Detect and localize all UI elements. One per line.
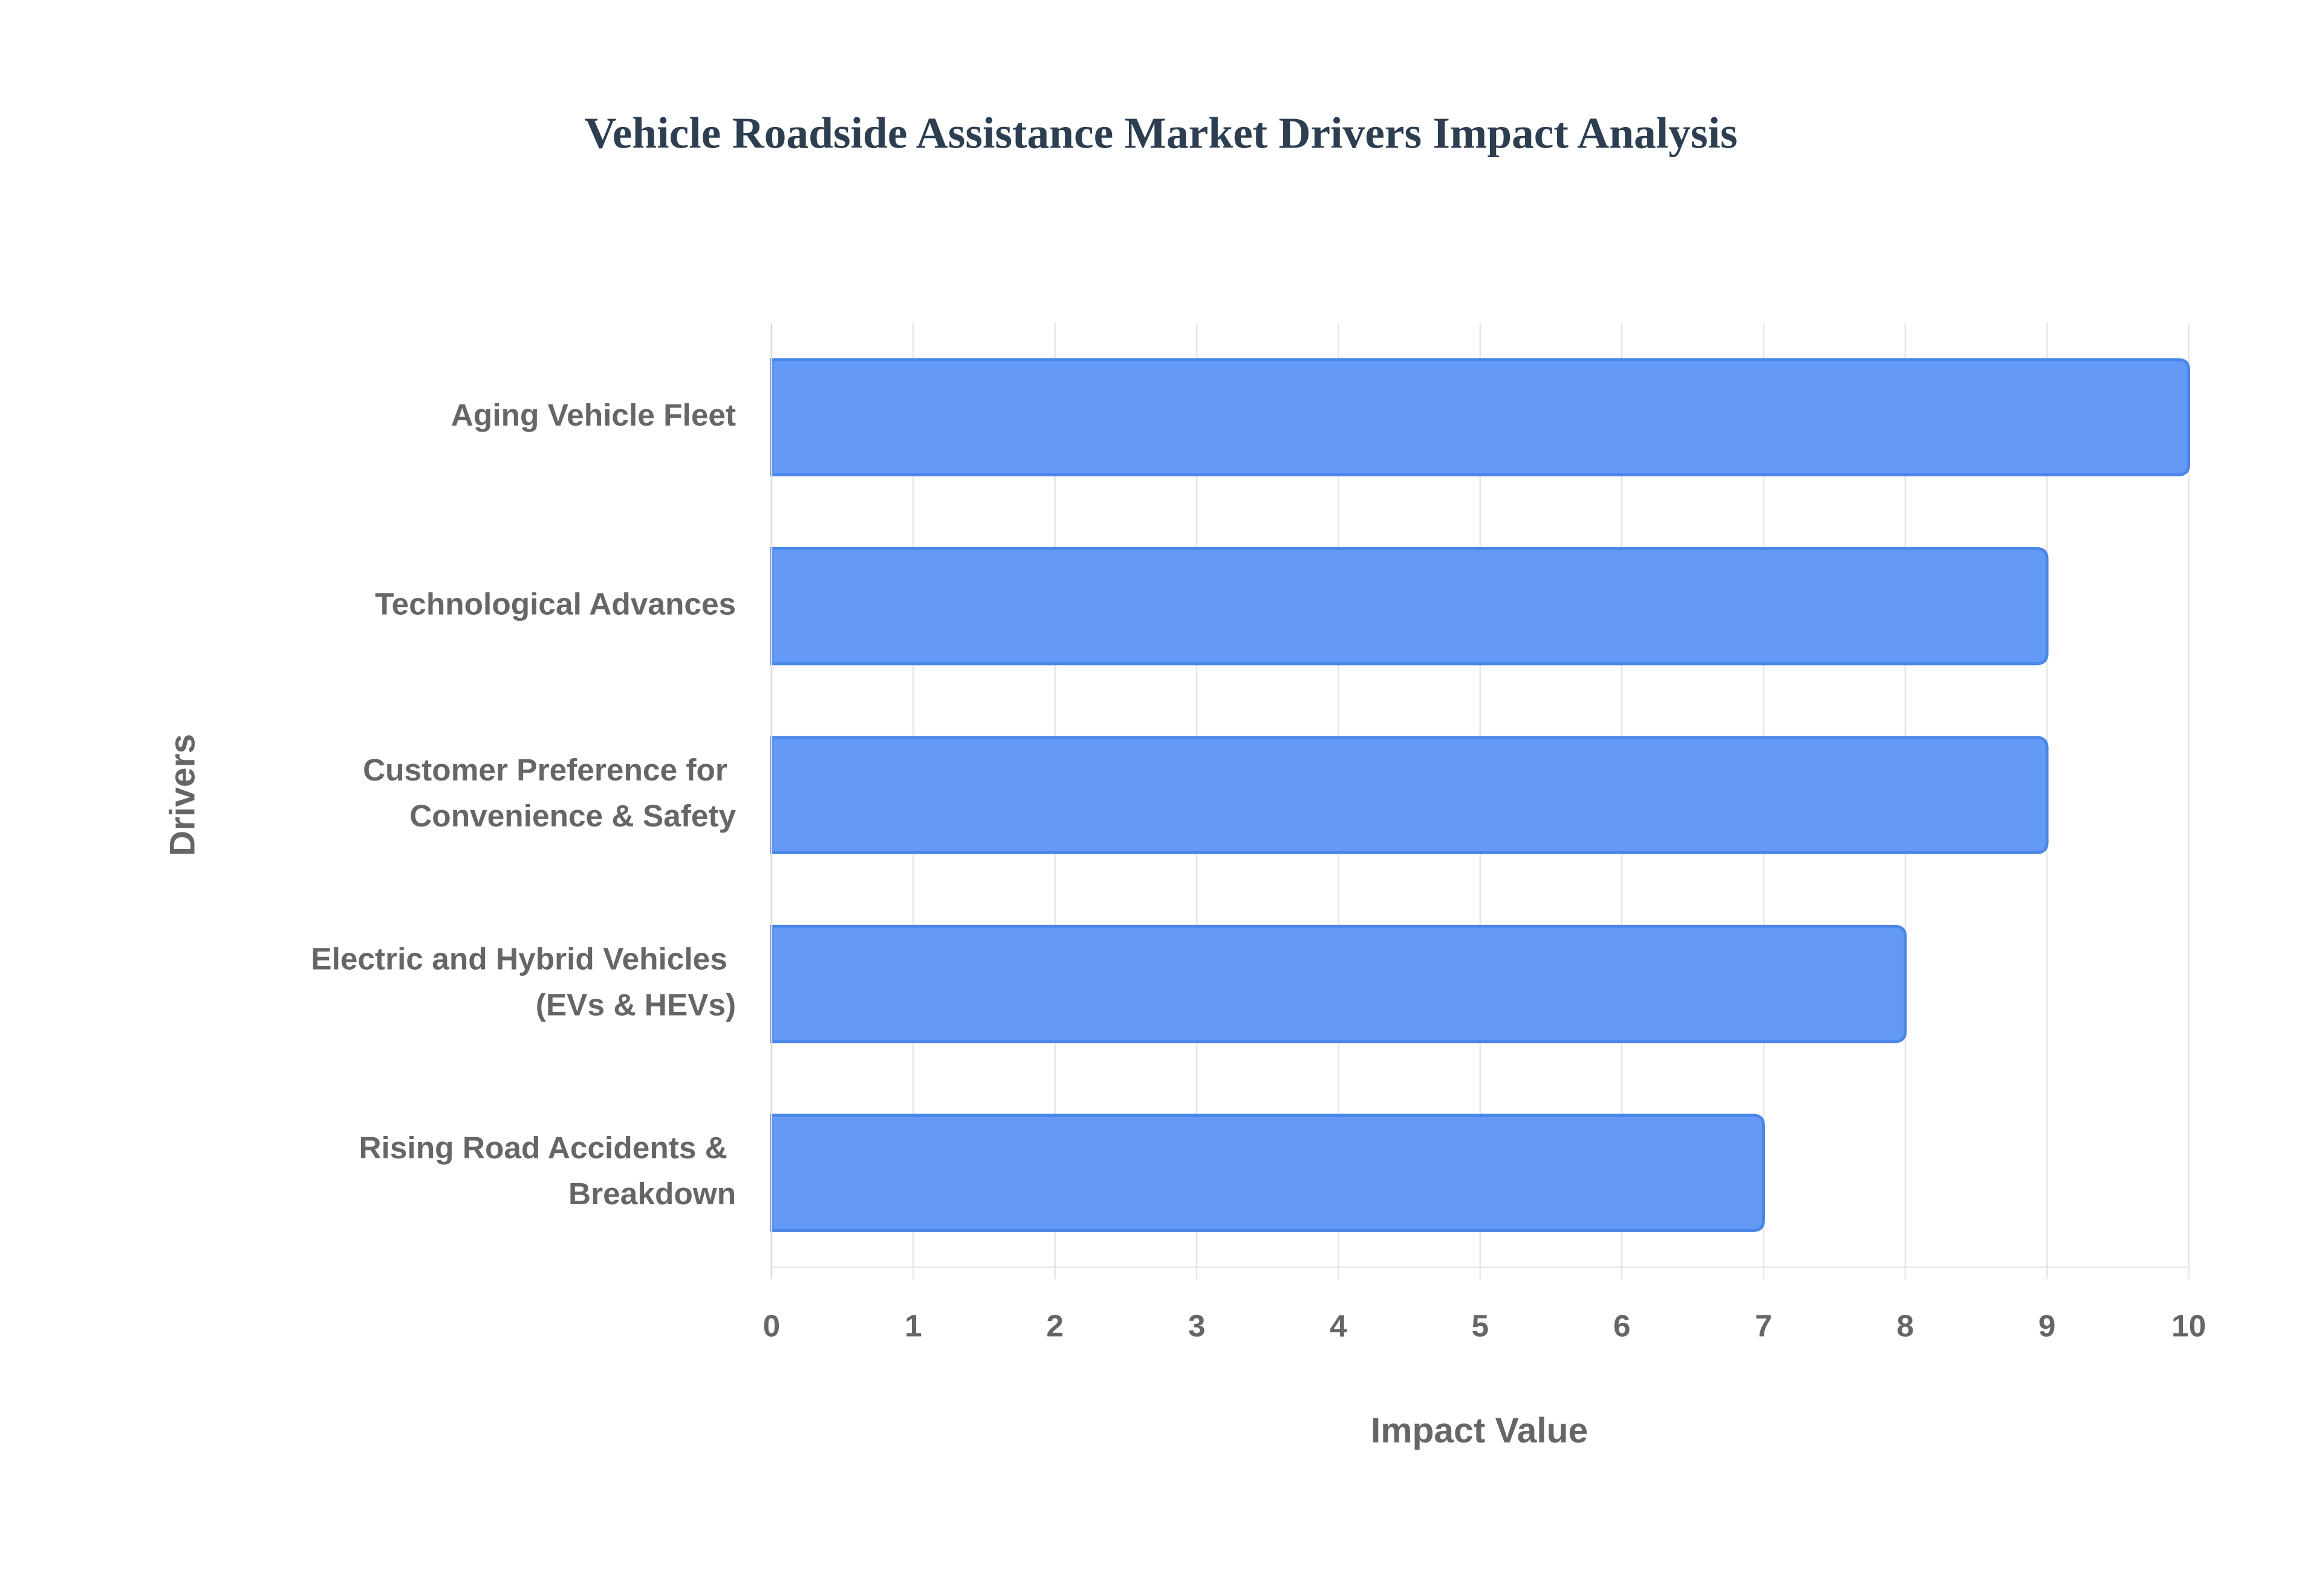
bar xyxy=(770,1114,1765,1232)
bar xyxy=(770,547,2049,666)
y-tick-label: Aging Vehicle Fleet xyxy=(451,397,736,432)
x-tick-label: 10 xyxy=(2171,1308,2206,1343)
x-tick-label: 7 xyxy=(1755,1308,1772,1343)
bar xyxy=(770,924,1907,1043)
y-tick-label: Customer Preference for Convenience & Sa… xyxy=(363,752,736,833)
x-tick-label: 8 xyxy=(1897,1308,1914,1343)
y-tick-label: Electric and Hybrid Vehicles (EVs & HEVs… xyxy=(311,941,736,1022)
x-tick-label: 2 xyxy=(1046,1308,1064,1343)
x-tick-label: 3 xyxy=(1188,1308,1206,1343)
x-tick-label: 9 xyxy=(2038,1308,2056,1343)
x-tick-label: 0 xyxy=(763,1308,781,1343)
x-tick-label: 4 xyxy=(1330,1308,1347,1343)
x-axis-title: Impact Value xyxy=(1371,1411,1588,1450)
y-axis-title: Drivers xyxy=(163,734,203,857)
chart-title: Vehicle Roadside Assistance Market Drive… xyxy=(585,109,1738,158)
x-tick-label: 5 xyxy=(1471,1308,1489,1343)
bar xyxy=(770,358,2191,476)
y-tick-label: Technological Advances xyxy=(375,586,736,621)
bar xyxy=(770,736,2049,854)
x-tick-label: 1 xyxy=(905,1308,922,1343)
y-tick-label: Rising Road Accidents & Breakdown xyxy=(359,1130,737,1211)
x-tick-label: 6 xyxy=(1613,1308,1631,1343)
